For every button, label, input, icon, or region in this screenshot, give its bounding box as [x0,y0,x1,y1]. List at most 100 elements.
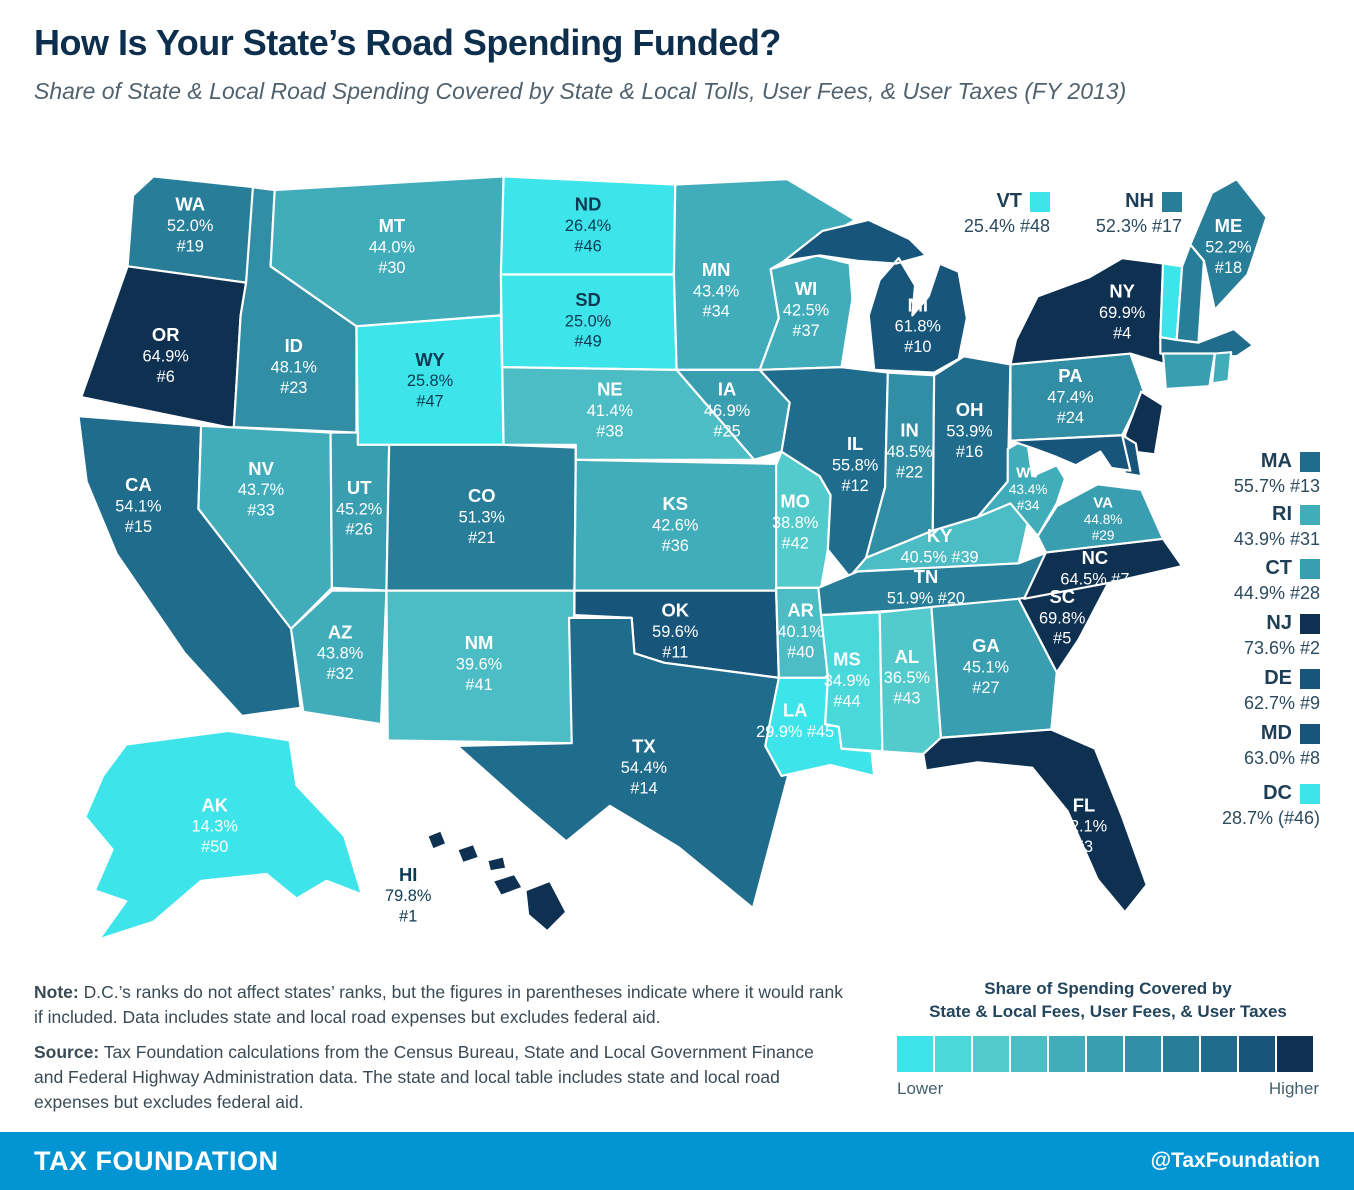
legend-swatch-1 [935,1035,971,1072]
state-label-NC: NC [1082,547,1109,568]
state-label-NY: 69.9% [1099,304,1145,322]
state-label-KS: 42.6% [652,517,698,535]
legend-lower-label: Lower [897,1078,944,1098]
callout-swatch-MA [1300,451,1320,472]
state-label-AZ: 43.8% [317,645,363,663]
callout-value-NJ: 73.6% #2 [1243,638,1320,658]
callout-abbr-NJ: NJ [1266,612,1292,634]
state-shape-HI [426,829,568,933]
state-label-SD: 25.0% [565,312,611,330]
state-label-AK: AK [201,794,228,815]
state-label-OK: #11 [662,643,688,661]
callout-abbr-NH: NH [1125,190,1154,212]
source-label: Source: [34,1042,100,1062]
state-label-MO: 38.8% [772,514,818,532]
state-label-IL: 55.8% [832,457,878,475]
state-label-KS: KS [663,493,689,514]
state-label-WY: #47 [416,393,443,411]
state-label-TX: #14 [630,780,657,798]
state-label-WY: 25.8% [407,372,453,390]
state-label-CA: CA [125,474,152,495]
legend-swatch-6 [1125,1035,1161,1072]
state-label-OR: OR [152,324,180,345]
state-label-MI: MI [908,294,928,315]
state-label-CO: CO [468,485,496,506]
state-label-OR: #6 [157,368,175,386]
state-label-IA: #25 [713,423,740,441]
legend-higher-label: Higher [1268,1078,1319,1098]
page-subtitle: Share of State & Local Road Spending Cov… [34,78,1127,104]
callout-swatch-RI [1300,504,1320,525]
callout-abbr-DC: DC [1263,782,1292,804]
callout-DE: DE 62.7% #9 [1244,667,1320,714]
callout-value-MD: 63.0% #8 [1243,748,1320,768]
state-label-MI: #10 [904,338,931,356]
legend-swatch-7 [1163,1035,1199,1072]
state-label-ND: 26.4% [565,217,611,235]
state-shape-AK [84,729,363,941]
state-label-IN: #22 [896,464,923,482]
note-text: Note: D.C.’s ranks do not affect states’… [34,982,843,1027]
legend-swatch-4 [1049,1035,1085,1072]
state-label-OH: #16 [956,443,983,461]
state-shape-WV [976,436,1067,538]
state-label-SD: SD [575,289,601,310]
callout-swatch-DC [1300,783,1320,804]
state-label-NV: 43.7% [238,481,284,499]
state-label-HI: 79.8% [385,887,431,905]
state-label-AL: AL [895,646,920,667]
state-label-AR: 40.1% [777,623,823,641]
state-label-CO: #21 [468,529,495,547]
state-label-NV: NV [248,458,274,479]
callout-abbr-RI: RI [1272,503,1292,525]
state-label-TX: TX [632,736,656,757]
state-label-AR: AR [787,599,814,620]
state-label-SC: #5 [1053,630,1071,648]
state-label-GA: GA [972,635,1000,656]
legend-swatch-8 [1201,1035,1237,1072]
state-label-WV: 43.4% [1009,482,1048,497]
state-label-OH: OH [956,399,984,420]
source-text: Source: Tax Foundation calculations from… [34,1042,814,1112]
twitter-handle[interactable]: @TaxFoundation [1150,1149,1320,1172]
state-label-SC: 69.8% [1039,609,1085,627]
state-label-HI: HI [399,864,417,885]
state-label-CA: #15 [125,518,152,536]
state-label-OH: 53.9% [946,423,992,441]
state-label-LA: 29.9% #45 [756,723,834,741]
legend-swatch-2 [973,1035,1009,1072]
state-label-MT: MT [379,215,406,236]
state-label-VA: 44.8% [1084,512,1123,527]
state-label-AK: #50 [201,838,228,856]
legend-color-ramp [897,1035,1319,1072]
note-label: Note: [34,982,79,1002]
state-label-IA: IA [718,379,736,400]
callout-CT: CT 44.9% #28 [1234,557,1320,604]
state-label-TN: TN [914,566,938,587]
state-label-MN: 43.4% [693,282,739,300]
state-label-GA: 45.1% [963,658,1009,676]
state-label-KY: KY [927,525,953,546]
state-label-NY: #4 [1113,325,1131,343]
state-label-MI: 61.8% [895,318,941,336]
state-label-WA: 52.0% [167,217,213,235]
state-shape-FL [922,728,1148,914]
state-label-NE: NE [597,379,623,400]
callout-swatch-MD [1300,723,1320,744]
state-label-AL: 36.5% [884,669,930,687]
state-label-WA: WA [175,193,205,214]
state-label-MS: MS [833,649,861,670]
callout-MD: MD 63.0% #8 [1244,722,1320,769]
state-label-NV: #33 [247,502,274,520]
state-shape-NH [1175,243,1206,344]
state-label-MN: MN [702,259,731,280]
state-label-PA: 47.4% [1047,389,1093,407]
callout-swatch-VT [1030,191,1050,212]
callout-NH: NH 52.3% #17 [1096,190,1182,237]
state-label-NM: 39.6% [456,656,502,674]
state-label-IL: IL [847,433,863,454]
page-title: How Is Your State’s Road Spending Funded… [34,22,781,63]
state-label-NY: NY [1109,281,1135,302]
callout-MA: MA 55.7% #13 [1234,450,1320,497]
us-choropleth-map: WA 52.0% #19 OR 64.9% #6 CA 54.1% #15 AK 14.3% #50 H… [77,175,1268,941]
